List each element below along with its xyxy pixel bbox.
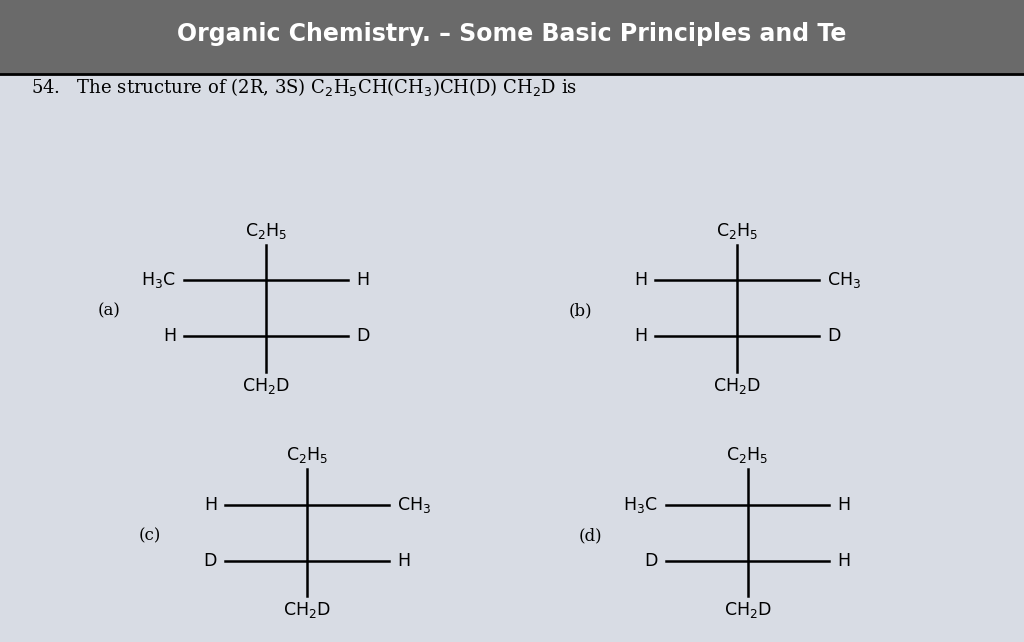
Text: C$_2$H$_5$: C$_2$H$_5$: [716, 221, 759, 241]
Text: H$_3$C: H$_3$C: [623, 494, 657, 515]
Text: (a): (a): [97, 303, 120, 320]
Text: (b): (b): [568, 303, 592, 320]
Text: H: H: [838, 552, 851, 570]
Text: H: H: [397, 552, 411, 570]
Text: CH$_2$D: CH$_2$D: [243, 376, 290, 395]
Text: CH$_3$: CH$_3$: [827, 270, 861, 290]
Text: CH$_2$D: CH$_2$D: [724, 600, 771, 620]
Text: H: H: [163, 327, 176, 345]
Text: C$_2$H$_5$: C$_2$H$_5$: [245, 221, 288, 241]
Text: CH$_3$: CH$_3$: [397, 494, 431, 515]
Text: H: H: [356, 271, 370, 289]
Text: 54.   The structure of (2R, 3S) C$_2$H$_5$CH(CH$_3$)CH(D) CH$_2$D is: 54. The structure of (2R, 3S) C$_2$H$_5$…: [31, 76, 577, 98]
Text: CH$_2$D: CH$_2$D: [284, 600, 331, 620]
Text: H: H: [838, 496, 851, 514]
Text: D: D: [356, 327, 370, 345]
Text: D: D: [644, 552, 657, 570]
Text: (c): (c): [138, 528, 161, 544]
Text: H$_3$C: H$_3$C: [141, 270, 176, 290]
Text: D: D: [204, 552, 217, 570]
Text: (d): (d): [579, 528, 602, 544]
Text: H: H: [634, 327, 647, 345]
Text: C$_2$H$_5$: C$_2$H$_5$: [286, 446, 329, 465]
Text: D: D: [827, 327, 841, 345]
Text: Organic Chemistry. – Some Basic Principles and Te: Organic Chemistry. – Some Basic Principl…: [177, 22, 847, 46]
Text: C$_2$H$_5$: C$_2$H$_5$: [726, 446, 769, 465]
Text: CH$_2$D: CH$_2$D: [714, 376, 761, 395]
Text: H: H: [634, 271, 647, 289]
Text: H: H: [204, 496, 217, 514]
FancyBboxPatch shape: [0, 0, 1024, 74]
